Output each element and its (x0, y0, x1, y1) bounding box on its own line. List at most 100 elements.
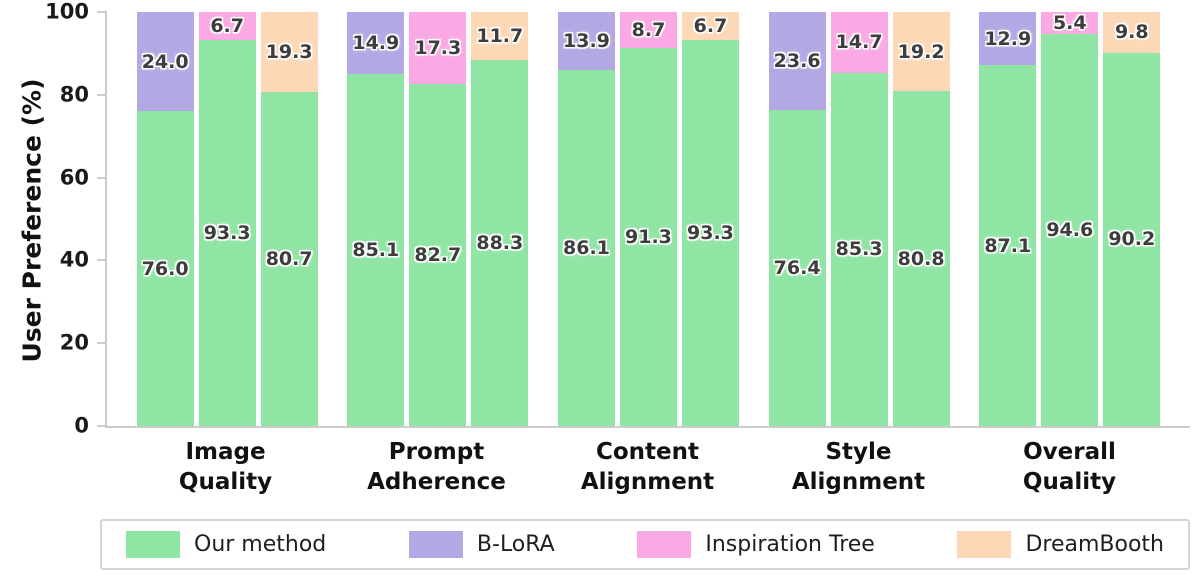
our-method-value-label: 80.7 (265, 247, 313, 270)
segment-competitor: 23.6 (768, 12, 826, 110)
competitor-value-label: 19.2 (897, 40, 945, 63)
segment-our-method: 85.3 (830, 72, 888, 426)
our-method-value-label: 76.4 (773, 256, 821, 279)
x-category-label: Image Quality (178, 439, 273, 495)
legend: Our method B-LoRA Inspiration Tree DreamBoo… (100, 519, 1190, 570)
bar-group: 13.9 86.1 8.7 91.3 6.7 93.3 (557, 12, 739, 426)
our-method-value-label: 82.7 (414, 243, 462, 266)
bar-group: 23.6 76.4 14.7 85.3 19.2 80.8 (768, 12, 950, 426)
stacked-bar-vs-inspiration-tree: 17.3 82.7 (409, 12, 467, 426)
segment-our-method: 76.4 (768, 109, 826, 426)
segment-our-method: 91.3 (619, 48, 677, 426)
stacked-bar-vs-b-lora: 12.9 87.1 (979, 12, 1037, 426)
stacked-bar-vs-b-lora: 13.9 86.1 (557, 12, 615, 426)
legend-label: B-LoRA (476, 532, 555, 557)
competitor-value-label: 17.3 (414, 36, 462, 59)
competitor-value-label: 11.7 (476, 25, 524, 48)
competitor-value-label: 24.0 (141, 50, 189, 73)
bars-row: 24.0 76.0 6.7 93.3 19.3 80.7 14.9 85.1 17.3 82.7 1… (107, 12, 1190, 426)
segment-our-method: 93.3 (198, 39, 256, 426)
our-method-value-label: 85.1 (352, 238, 400, 261)
legend-item: Our method (126, 531, 326, 558)
legend-item: Inspiration Tree (637, 531, 875, 558)
competitor-value-label: 6.7 (693, 14, 728, 37)
segment-our-method: 82.7 (409, 83, 467, 426)
segment-our-method: 87.1 (979, 65, 1037, 426)
segment-our-method: 85.1 (347, 73, 405, 426)
legend-swatch (126, 531, 180, 558)
stacked-bar-vs-inspiration-tree: 14.7 85.3 (830, 12, 888, 426)
segment-our-method: 80.8 (892, 91, 950, 426)
legend-item: DreamBooth (957, 531, 1164, 558)
our-method-value-label: 91.3 (625, 226, 672, 248)
stacked-bar-vs-b-lora: 14.9 85.1 (347, 12, 405, 426)
segment-our-method: 90.2 (1103, 52, 1161, 426)
x-category-label: Prompt Adherence (367, 439, 506, 495)
segment-our-method: 94.6 (1041, 34, 1099, 426)
stacked-bar-vs-inspiration-tree: 5.4 94.6 (1041, 12, 1099, 426)
y-tick-label: 100 (45, 0, 89, 24)
legend-swatch (408, 531, 463, 558)
y-tick-label: 60 (59, 165, 89, 190)
stacked-bar-vs-b-lora: 24.0 76.0 (136, 12, 194, 426)
our-method-value-label: 87.1 (984, 234, 1032, 257)
stacked-bar-vs-dreambooth: 11.7 88.3 (471, 12, 529, 426)
plot-area: 0 20 40 60 80 100 24.0 76.0 6.7 93.3 19.3 80.7 14.9… (45, 1, 1190, 436)
stacked-bar-vs-b-lora: 23.6 76.4 (768, 12, 826, 426)
segment-competitor: 11.7 (471, 12, 529, 61)
category-labels: Image Quality Prompt Adherence Content Ali… (105, 438, 1190, 498)
our-method-value-label: 86.1 (563, 236, 610, 259)
segment-competitor: 19.2 (892, 12, 950, 92)
bar-group: 12.9 87.1 5.4 94.6 9.8 90.2 (979, 12, 1161, 426)
segment-competitor: 8.7 (619, 12, 677, 49)
competitor-value-label: 14.7 (835, 31, 883, 54)
stacked-bar-vs-dreambooth: 19.3 80.7 (260, 12, 318, 426)
y-tick-mark (97, 425, 107, 427)
competitor-value-label: 19.3 (265, 40, 313, 63)
bar-group: 24.0 76.0 6.7 93.3 19.3 80.7 (136, 12, 318, 426)
competitor-value-label: 6.7 (210, 14, 244, 37)
competitor-value-label: 13.9 (563, 29, 610, 52)
y-tick-mark (97, 176, 107, 179)
our-method-value-label: 80.8 (897, 247, 945, 270)
legend-label: Inspiration Tree (705, 532, 875, 557)
segment-competitor: 6.7 (681, 12, 739, 40)
segment-competitor: 19.3 (260, 12, 318, 92)
x-category-label: Style Alignment (791, 439, 926, 495)
our-method-value-label: 85.3 (835, 238, 883, 261)
our-method-value-label: 94.6 (1046, 219, 1094, 242)
competitor-value-label: 12.9 (984, 27, 1032, 50)
y-tick-mark (97, 93, 107, 96)
x-category-label: Overall Quality (1022, 439, 1117, 495)
x-category-label: Content Alignment (580, 439, 715, 495)
our-method-value-label: 93.3 (687, 221, 734, 244)
stacked-bar-vs-dreambooth: 9.8 90.2 (1103, 12, 1161, 426)
y-tick-mark (97, 342, 107, 345)
legend-item: B-LoRA (408, 531, 555, 558)
y-tick-label: 0 (74, 413, 89, 438)
competitor-value-label: 8.7 (631, 19, 666, 41)
segment-competitor: 24.0 (136, 12, 194, 112)
bar-group: 14.9 85.1 17.3 82.7 11.7 88.3 (347, 12, 529, 426)
segment-competitor: 12.9 (979, 12, 1037, 66)
stacked-bar-vs-dreambooth: 6.7 93.3 (681, 12, 739, 426)
segment-our-method: 80.7 (260, 91, 318, 426)
segment-our-method: 93.3 (681, 39, 739, 426)
y-tick-label: 80 (59, 82, 89, 107)
y-tick-mark (97, 259, 107, 262)
segment-competitor: 14.7 (830, 12, 888, 73)
legend-label: DreamBooth (1025, 532, 1164, 557)
stacked-bar-vs-inspiration-tree: 6.7 93.3 (198, 12, 256, 426)
segment-competitor: 14.9 (347, 12, 405, 74)
our-method-value-label: 88.3 (476, 232, 524, 255)
legend-swatch (957, 531, 1012, 558)
segment-competitor: 13.9 (557, 12, 615, 70)
our-method-value-label: 76.0 (141, 257, 189, 280)
our-method-value-label: 93.3 (203, 221, 251, 244)
competitor-value-label: 14.9 (352, 31, 400, 54)
y-tick-mark (97, 11, 107, 13)
legend-swatch (637, 531, 692, 558)
segment-competitor: 6.7 (198, 12, 256, 40)
stacked-bar-vs-dreambooth: 19.2 80.8 (892, 12, 950, 426)
